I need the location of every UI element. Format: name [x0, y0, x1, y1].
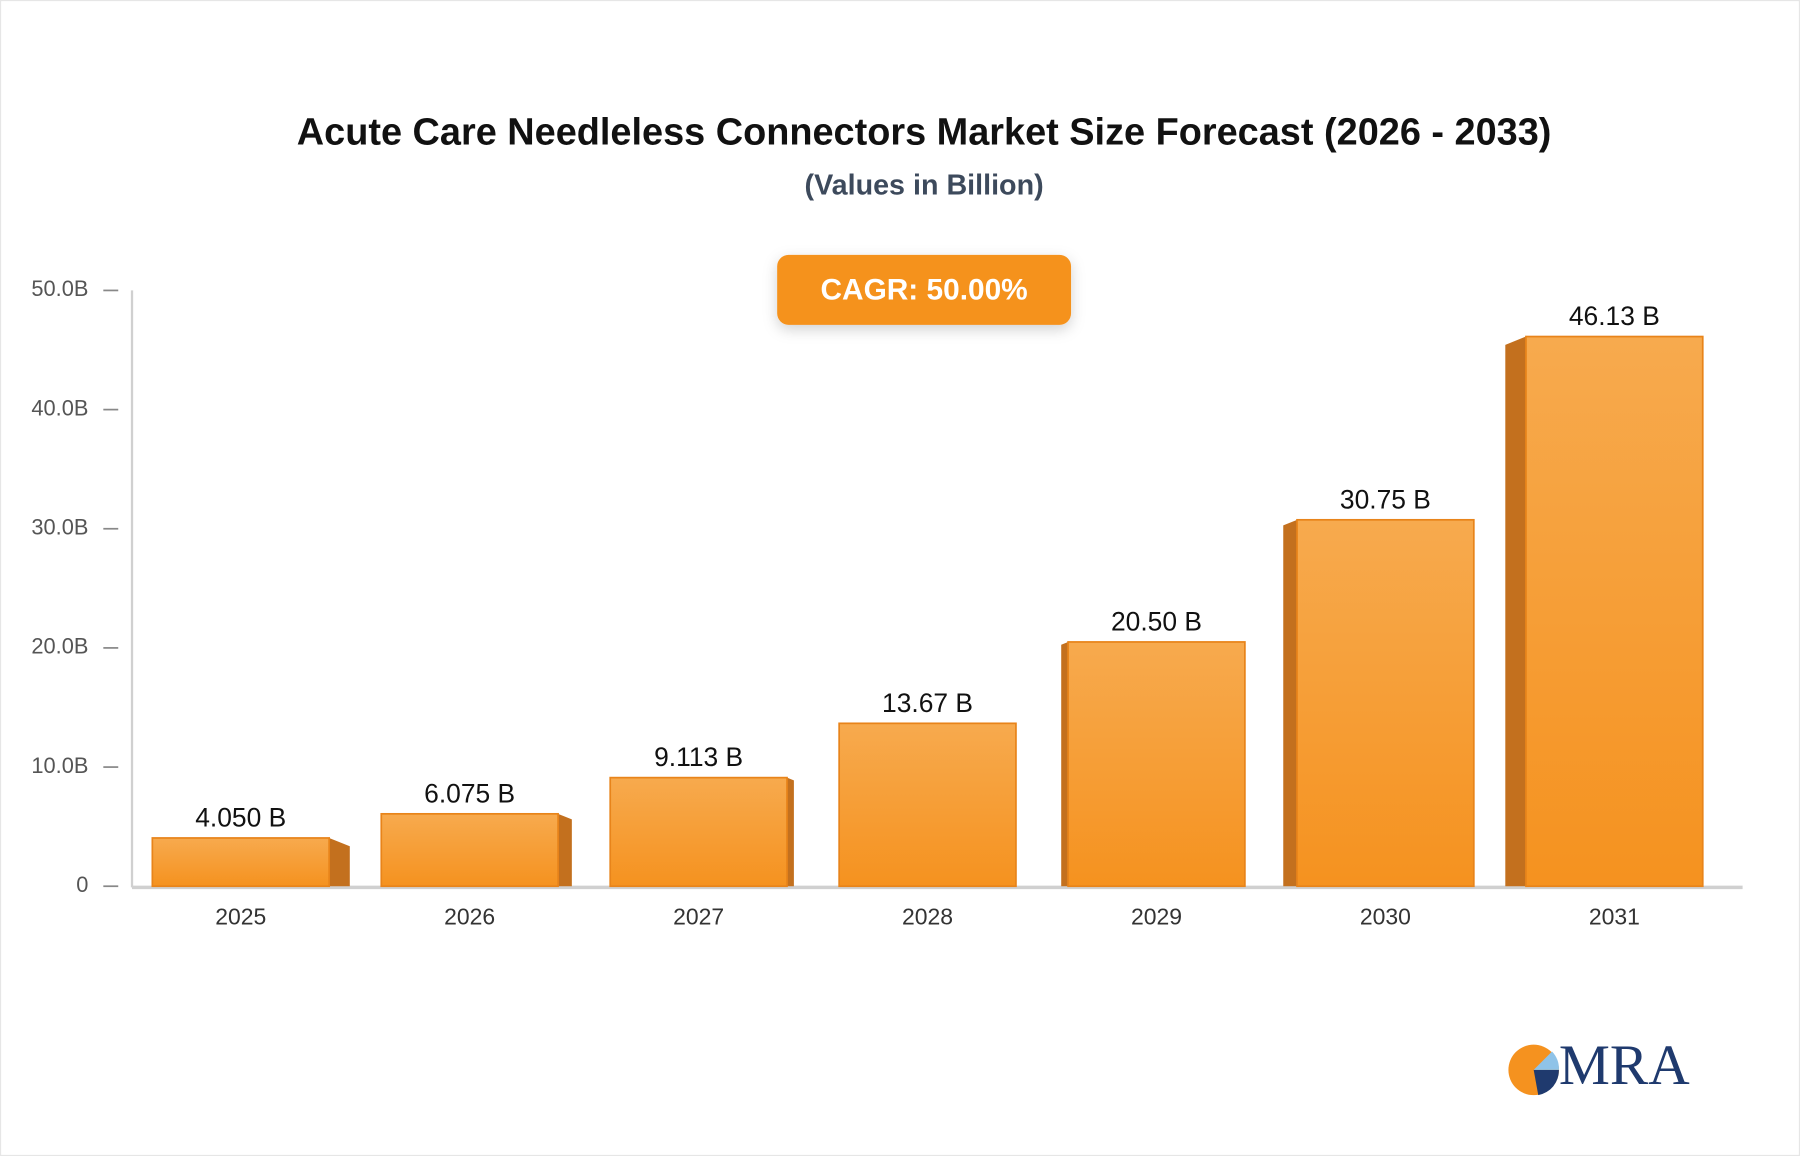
logo-slice	[1533, 1051, 1559, 1070]
bar	[838, 722, 1017, 888]
logo-slice	[1533, 1069, 1559, 1096]
bar-side	[1283, 519, 1298, 887]
x-tick-label: 2026	[444, 903, 495, 929]
bar	[1296, 518, 1475, 888]
bar	[380, 812, 559, 888]
bar	[151, 837, 330, 888]
bar	[1067, 641, 1246, 888]
logo-text: MRA	[1559, 1034, 1690, 1097]
x-tick-label: 2029	[1131, 903, 1182, 929]
y-tick-label: 30.0B	[31, 515, 88, 540]
value-label: 13.67 B	[882, 688, 973, 718]
bar-side	[1505, 336, 1526, 887]
bar-side	[787, 777, 794, 887]
value-label: 9.113 B	[654, 742, 743, 772]
x-tick-label: 2028	[902, 903, 953, 929]
value-label: 4.050 B	[195, 803, 286, 833]
y-tick-label: 20.0B	[31, 634, 88, 659]
badge-background	[777, 254, 1072, 325]
value-label: 30.75 B	[1340, 484, 1431, 514]
y-tick-label: 10.0B	[31, 753, 88, 778]
value-label: 46.13 B	[1569, 301, 1660, 331]
x-tick-label: 2030	[1360, 903, 1411, 929]
bar-side	[329, 837, 350, 887]
chart-title: Acute Care Needleless Connectors Market …	[297, 111, 1552, 153]
bar-side	[558, 813, 572, 887]
cagr-badge: CAGR: 50.00%	[777, 254, 1072, 325]
x-tick-label: 2027	[673, 903, 724, 929]
value-label: 6.075 B	[424, 778, 515, 808]
x-tick-label: 2025	[215, 903, 266, 929]
bar	[1525, 335, 1704, 888]
value-label: 20.50 B	[1111, 607, 1202, 637]
y-tick-label: 40.0B	[31, 395, 88, 420]
y-tick-label: 0	[76, 872, 88, 897]
bar	[609, 776, 788, 888]
chart-subtitle: (Values in Billion)	[805, 170, 1044, 202]
x-tick-label: 2031	[1589, 903, 1640, 929]
badge-text: CAGR: 50.00%	[820, 273, 1027, 306]
y-tick-label: 50.0B	[31, 276, 88, 301]
bar-side	[1061, 641, 1069, 887]
logo: MRA	[1508, 1034, 1690, 1097]
